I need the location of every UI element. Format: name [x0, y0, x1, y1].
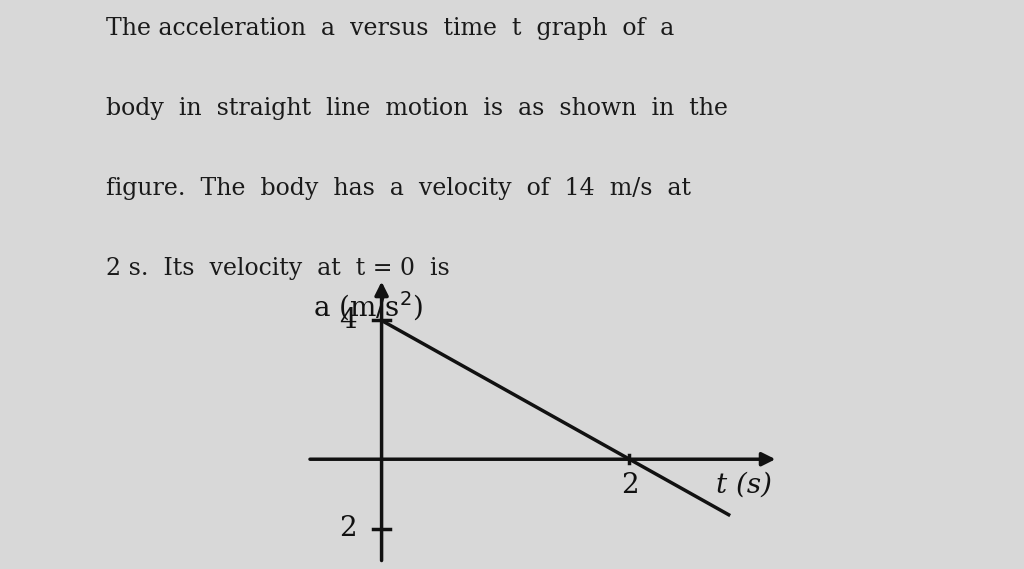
Text: t (s): t (s): [716, 471, 772, 498]
Text: 2: 2: [621, 472, 638, 500]
Text: The acceleration  a  versus  time  t  graph  of  a: The acceleration a versus time t graph o…: [106, 17, 675, 40]
Text: 2 s.  Its  velocity  at  t = 0  is: 2 s. Its velocity at t = 0 is: [106, 257, 450, 280]
Text: figure.  The  body  has  a  velocity  of  14  m/s  at: figure. The body has a velocity of 14 m/…: [106, 177, 691, 200]
Text: 4: 4: [339, 307, 356, 334]
Text: body  in  straight  line  motion  is  as  shown  in  the: body in straight line motion is as shown…: [106, 97, 728, 120]
Text: 2: 2: [339, 515, 356, 542]
Text: a (m/s$^2$): a (m/s$^2$): [313, 289, 424, 323]
